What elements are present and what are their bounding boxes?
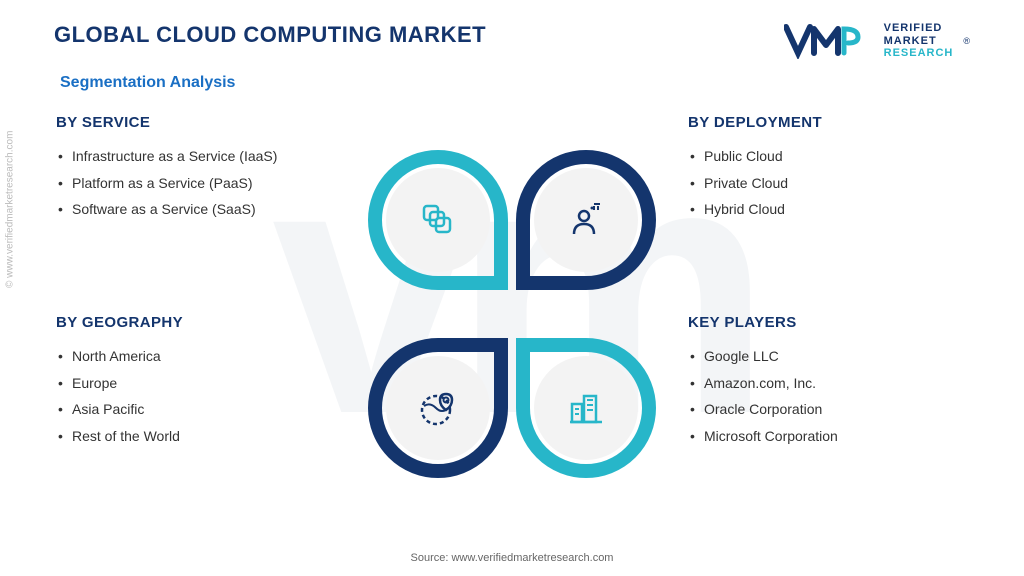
list-item: Amazon.com, Inc. [688,370,968,397]
registered-mark: ® [963,36,970,46]
segment-list-geography: North America Europe Asia Pacific Rest o… [56,343,356,449]
page-title: GLOBAL CLOUD COMPUTING MARKET [54,22,486,48]
list-item: Infrastructure as a Service (IaaS) [56,143,356,170]
list-item: Software as a Service (SaaS) [56,196,356,223]
list-item: Private Cloud [688,170,968,197]
segment-list-players: Google LLC Amazon.com, Inc. Oracle Corpo… [688,343,968,449]
logo-line-2: MARKET [884,35,954,48]
segment-title-deployment: BY DEPLOYMENT [688,114,968,131]
petal-deployment [516,150,656,290]
list-item: Rest of the World [56,423,356,450]
header: GLOBAL CLOUD COMPUTING MARKET VERIFIED M… [0,0,1024,60]
segment-title-service: BY SERVICE [56,114,356,131]
segment-players: KEY PLAYERS Google LLC Amazon.com, Inc. … [668,314,968,514]
segment-deployment: BY DEPLOYMENT Public Cloud Private Cloud… [668,114,968,314]
list-item: Oracle Corporation [688,396,968,423]
list-item: Hybrid Cloud [688,196,968,223]
vmr-logo: VERIFIED MARKET RESEARCH ® [784,22,970,60]
list-item: Platform as a Service (PaaS) [56,170,356,197]
petal-service [368,150,508,290]
segment-list-service: Infrastructure as a Service (IaaS) Platf… [56,143,356,223]
vmr-logo-mark [784,23,874,59]
logo-line-1: VERIFIED [884,22,954,35]
source-citation: Source: www.verifiedmarketresearch.com [411,552,614,564]
segment-service: BY SERVICE Infrastructure as a Service (… [56,114,356,314]
subtitle: Segmentation Analysis [0,60,1024,92]
segment-list-deployment: Public Cloud Private Cloud Hybrid Cloud [688,143,968,223]
segment-title-players: KEY PLAYERS [688,314,968,331]
list-item: Europe [56,370,356,397]
list-item: North America [56,343,356,370]
segment-title-geography: BY GEOGRAPHY [56,314,356,331]
petal-players [516,338,656,478]
segment-geography: BY GEOGRAPHY North America Europe Asia P… [56,314,356,514]
content-grid: BY SERVICE Infrastructure as a Service (… [0,92,1024,514]
vmr-logo-text: VERIFIED MARKET RESEARCH [884,22,954,60]
logo-line-3: RESEARCH [884,47,954,60]
center-petal-graphic [356,114,668,514]
list-item: Asia Pacific [56,396,356,423]
list-item: Google LLC [688,343,968,370]
list-item: Public Cloud [688,143,968,170]
list-item: Microsoft Corporation [688,423,968,450]
petal-geography [368,338,508,478]
